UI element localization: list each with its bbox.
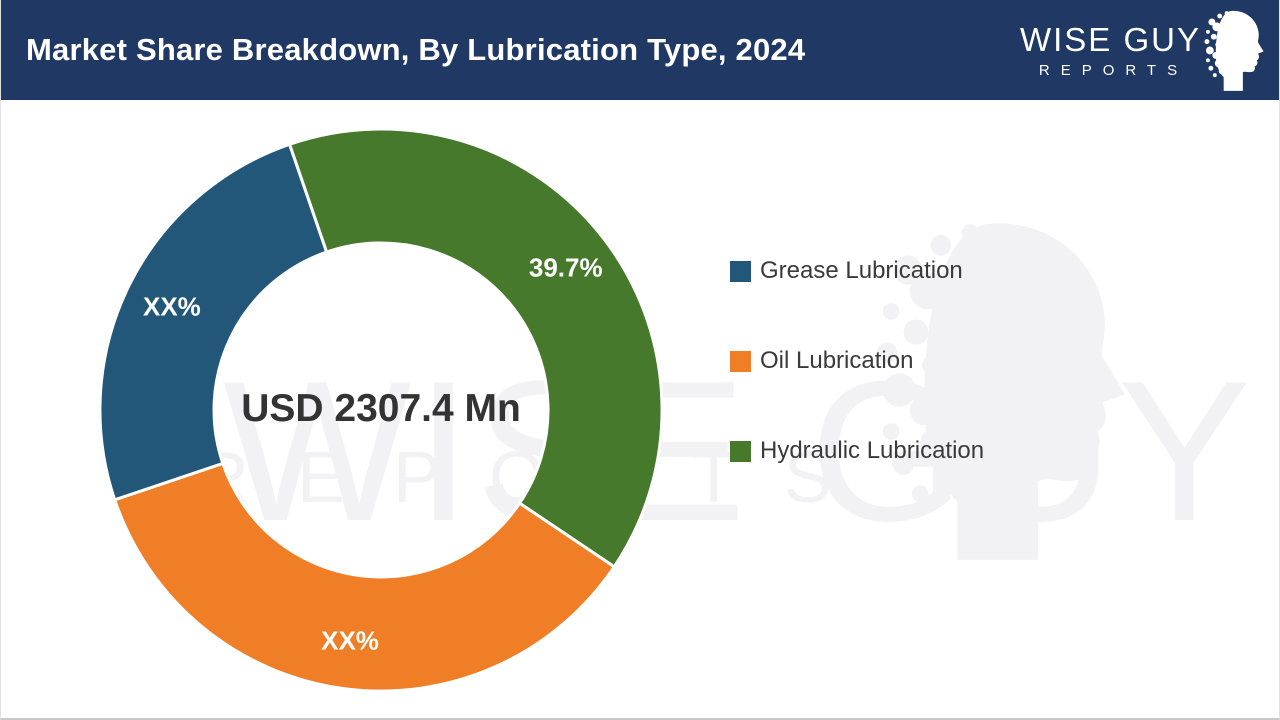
legend-swatch-grease: [730, 260, 751, 282]
watermark-reports-text: REPORTS: [197, 442, 880, 514]
wiseguy-logo: WISE GUY REPORTS: [1020, 0, 1267, 100]
chart-area: WISE GUY REPORTS 39.7% XX% XX% USD 2307.…: [1, 100, 1279, 718]
legend-label-oil: Oil Lubrication: [760, 347, 914, 374]
legend-swatch-hydraulic: [730, 440, 751, 462]
chart-title: Market Share Breakdown, By Lubrication T…: [26, 32, 806, 67]
slice-label-oil: XX%: [321, 625, 379, 656]
legend-item-hydraulic: Hydraulic Lubrication: [730, 437, 985, 464]
logo-tagline: REPORTS: [1038, 62, 1189, 79]
logo-name: WISE GUY: [1019, 21, 1201, 58]
legend-label-grease: Grease Lubrication: [760, 257, 963, 284]
slice-label-grease: XX%: [142, 291, 201, 322]
center-value-label: USD 2307.4 Mn: [241, 387, 521, 430]
donut-chart: [98, 127, 664, 693]
donut-slice-0: [287, 127, 664, 569]
legend-item-grease: Grease Lubrication: [730, 257, 984, 284]
legend-swatch-oil: [730, 350, 751, 372]
legend: Grease Lubrication Oil Lubrication Hydra…: [730, 257, 985, 528]
donut-slice-2: [98, 142, 329, 502]
donut-chart-container: 39.7% XX% XX% USD 2307.4 Mn: [96, 125, 666, 695]
donut-slice-1: [112, 461, 617, 693]
header-bar: Market Share Breakdown, By Lubrication T…: [1, 0, 1279, 100]
face-profile-icon: [1203, 8, 1267, 92]
legend-label-hydraulic: Hydraulic Lubrication: [760, 437, 985, 464]
legend-item-oil: Oil Lubrication: [730, 347, 984, 374]
slice-label-hydraulic: 39.7%: [528, 252, 603, 283]
logo-text: WISE GUY REPORTS: [1020, 21, 1201, 79]
